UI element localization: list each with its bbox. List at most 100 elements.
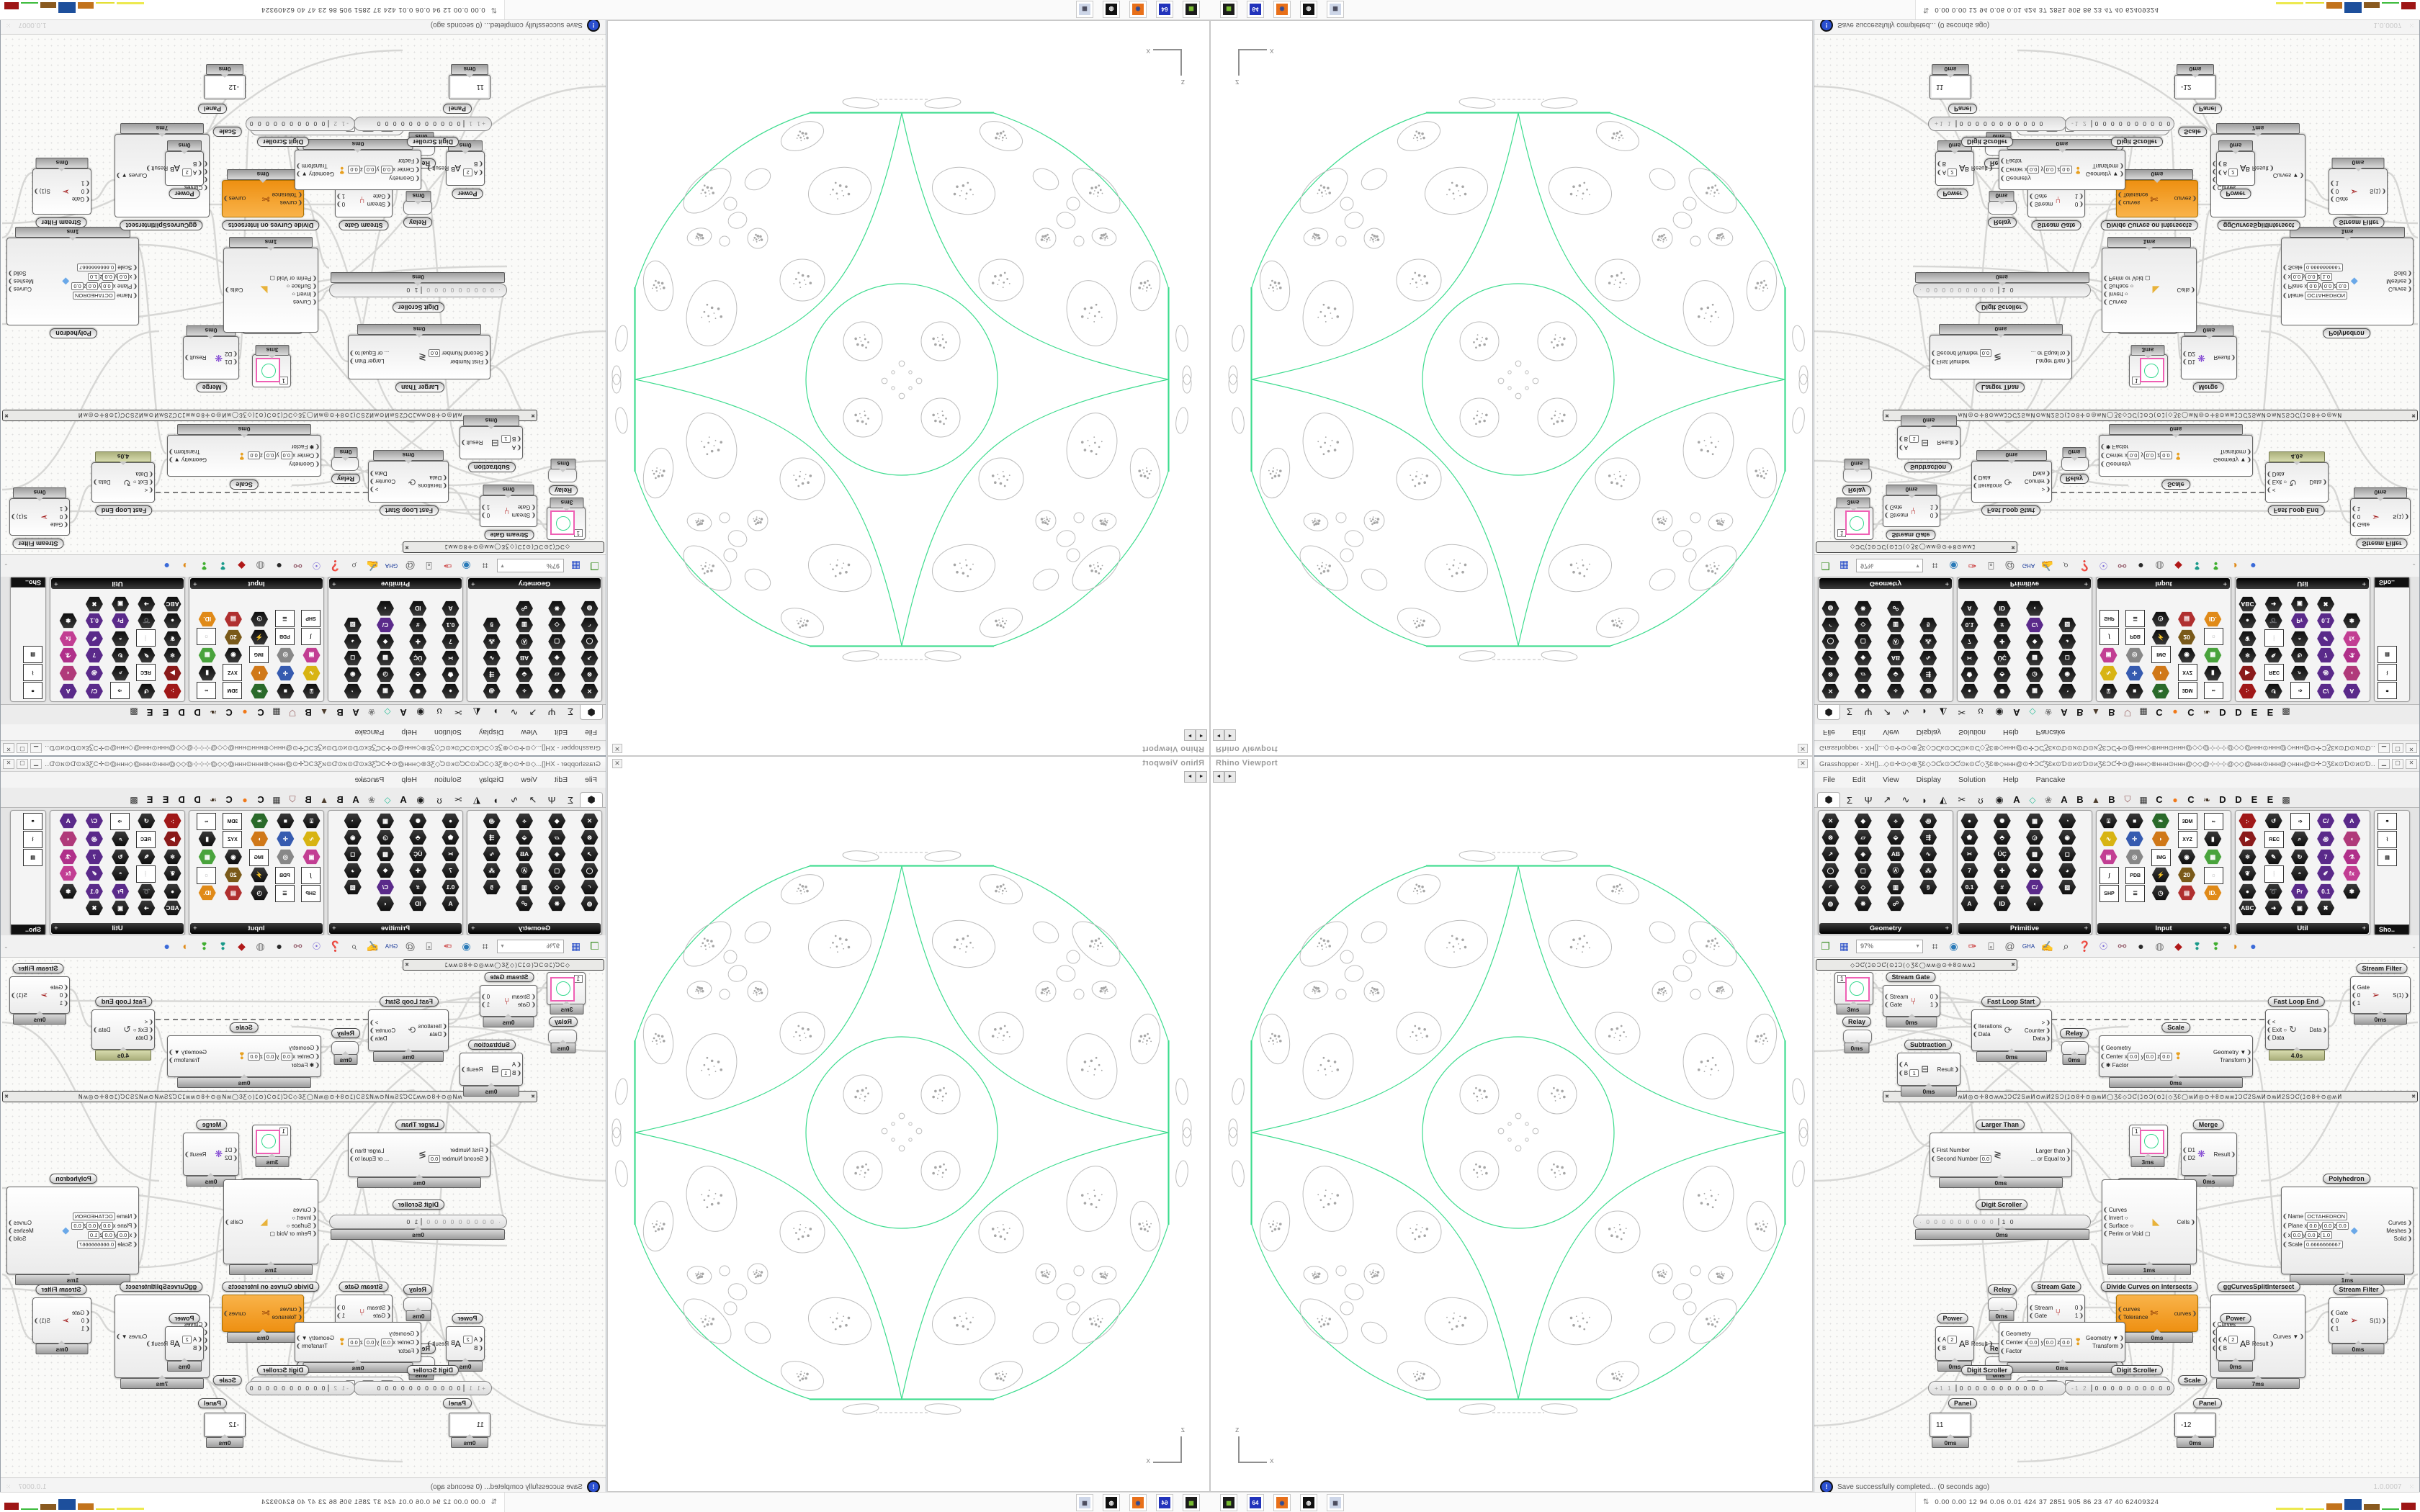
component-icon[interactable]: ◇ — [1854, 879, 1872, 895]
node-scale-transform-2[interactable]: ❨Geometry❨Center x0.0 y0.0 z0.0❨Factor❢G… — [295, 1322, 421, 1362]
tab-plugin-14[interactable]: D — [2235, 707, 2242, 718]
input-port-icon[interactable]: ❨ — [2352, 984, 2357, 991]
at-icon[interactable]: @ — [405, 940, 416, 952]
output-port-icon[interactable]: ❩ — [369, 470, 375, 477]
value-chip[interactable]: 0.0 — [102, 273, 115, 281]
input-port-icon[interactable]: ❨ — [312, 1223, 317, 1229]
node-canvas[interactable]: ◇ƆƇ(ℷ⊙ƆƇ(⊙ℷƆ(◇ƷƐ◯ʍʍ◎⊙✛8⊙ʍʍℷ ✖ ✖ ʍͶ◎⊙✛8⊙ʍʍℷƆ… — [1814, 958, 2419, 1477]
component-icon[interactable]: ◕ — [344, 863, 362, 878]
output-port-icon[interactable]: ❩ — [2322, 1026, 2327, 1033]
tab-category-5[interactable]: ◗ — [1922, 795, 1927, 806]
runtime-tab-stream-filter-2[interactable]: 0ms — [35, 158, 89, 168]
runtime-tab-gg-split-selected[interactable]: 0ms — [2121, 1329, 2193, 1343]
runtime-tab-subtraction[interactable]: 0ms — [463, 415, 519, 426]
component-icon[interactable]: ✎ — [138, 647, 156, 663]
component-icon[interactable]: ⚡ — [251, 867, 269, 883]
output-port-icon[interactable]: ❩ — [225, 1218, 230, 1225]
input-port-icon[interactable]: ❨ — [2182, 1155, 2187, 1161]
canvas-note-icon[interactable]: ✍ — [366, 560, 380, 572]
output-port-icon[interactable]: ❩ — [349, 1148, 354, 1154]
component-icon[interactable]: Pr — [2290, 883, 2308, 899]
input-port-icon[interactable]: ❨ — [2282, 1223, 2287, 1229]
output-port-icon[interactable]: ❩ — [2119, 1335, 2124, 1341]
component-icon[interactable]: ■ — [2125, 683, 2143, 699]
component-icon[interactable]: ▣ — [302, 849, 321, 865]
value-chip[interactable]: 0.0 — [2307, 1222, 2319, 1230]
capsule-relay-a[interactable]: Relay — [548, 485, 578, 495]
open-file-icon[interactable]: ❐ — [1821, 560, 1830, 572]
input-port-icon[interactable]: ❨ — [133, 292, 138, 299]
component-icon[interactable]: # — [409, 617, 427, 633]
component-icon[interactable]: ◗ — [251, 665, 269, 681]
component-icon[interactable]: ▣ — [2290, 900, 2308, 916]
group-close-icon[interactable]: ✖ — [531, 413, 535, 418]
output-port-icon[interactable]: ❩ — [2079, 201, 2084, 207]
component-icon[interactable]: ⚛ — [163, 849, 182, 865]
component-icon[interactable]: ⬟ — [1960, 829, 1978, 845]
tab-category-7[interactable]: ✂ — [454, 794, 462, 805]
runtime-tab-panel-neg12[interactable]: 0ms — [206, 64, 243, 75]
output-port-icon[interactable]: ❩ — [225, 287, 230, 294]
calculator-icon[interactable]: ▦ — [1327, 1, 1344, 18]
runtime-tab-fast-loop-end[interactable]: 4.0s — [2269, 1047, 2325, 1061]
wire-cylinder-icon[interactable]: ◍ — [2155, 560, 2164, 572]
output-port-icon[interactable]: ❩ — [2190, 287, 2195, 294]
tab-plugin-0[interactable]: A — [400, 707, 407, 718]
node-power-1[interactable]: ❨ A 2 ❨ B Aᴮ Result ❩ — [427, 151, 485, 186]
resize-grip-icon[interactable]: ⁙ — [5, 22, 12, 30]
component-icon[interactable]: ∿ — [483, 846, 501, 862]
capsule-polyhedron[interactable]: Polyhedron — [2323, 1174, 2370, 1184]
node-larger-than[interactable]: ❨ First Number ❨ Second Number 0.0 ≷ Larger t… — [348, 1133, 490, 1177]
component-icon[interactable]: ▱ — [548, 667, 566, 683]
value-chip[interactable]: 0.0 — [380, 166, 393, 174]
input-port-icon[interactable]: ❨ — [442, 1031, 447, 1038]
input-port-icon[interactable]: ❨ — [1931, 350, 1936, 356]
component-icon[interactable]: ■ — [277, 813, 295, 829]
sketch-pen-icon[interactable]: ✑ — [443, 560, 452, 572]
runtime-tab-stream-gate-1[interactable]: 0ms — [1886, 485, 1937, 495]
output-port-icon[interactable]: ❩ — [481, 512, 486, 518]
input-port-icon[interactable]: ❨ — [415, 1330, 420, 1337]
component-icon[interactable]: ◯ — [581, 863, 599, 878]
component-icon[interactable]: ⚡ — [2151, 867, 2169, 883]
component-icon[interactable]: 20 — [224, 629, 242, 645]
saver-green-icon[interactable]: ▦ — [1220, 1494, 1237, 1511]
input-port-icon[interactable]: ❨ — [2118, 1314, 2123, 1320]
input-port-icon[interactable]: ❨ — [2182, 351, 2187, 357]
component-icon[interactable]: Ⓐ — [1887, 863, 1904, 878]
output-port-icon[interactable]: ❩ — [1988, 1340, 1994, 1347]
component-icon[interactable]: ◌ — [2203, 628, 2223, 645]
component-icon[interactable]: ❖ — [2026, 863, 2043, 878]
package-icon[interactable]: ❓ — [2078, 560, 2092, 572]
component-icon[interactable]: ⌕ — [2290, 665, 2308, 681]
tab-category-6[interactable]: ◭ — [473, 707, 480, 718]
runtime-tab-relay-a[interactable]: 0ms — [550, 1043, 576, 1053]
component-icon[interactable]: ↻ — [2290, 647, 2308, 663]
component-icon[interactable]: REC — [2264, 831, 2285, 848]
resize-grip-icon[interactable]: ⁙ — [5, 1482, 12, 1490]
output-port-icon[interactable]: ❩ — [8, 1227, 13, 1234]
component-icon[interactable]: ▤ — [2378, 849, 2397, 866]
component-icon[interactable]: ⌇ — [2378, 664, 2397, 681]
output-port-icon[interactable]: ❩ — [223, 1310, 228, 1317]
component-icon[interactable]: SHP — [301, 610, 321, 627]
component-icon[interactable]: C/ — [2317, 683, 2335, 699]
output-port-icon[interactable]: ❩ — [369, 1035, 375, 1042]
node-power-1[interactable]: ❨ A 2 ❨ B Aᴮ Result ❩ — [1935, 1326, 1993, 1361]
component-icon[interactable]: ꩜ — [85, 665, 103, 681]
input-port-icon[interactable]: ❨ — [133, 283, 138, 289]
input-port-icon[interactable]: ❨ — [133, 1241, 138, 1248]
menu-item-help[interactable]: Help — [401, 728, 418, 737]
input-port-icon[interactable]: ❨ — [2282, 292, 2287, 299]
ball-blue-icon[interactable]: ● — [2250, 940, 2257, 952]
tab-plugin-7[interactable]: ⛉ — [2124, 708, 2131, 718]
runtime-tab-fast-loop-end[interactable]: 4.0s — [2269, 451, 2325, 462]
output-port-icon[interactable]: ❩ — [223, 195, 228, 202]
scroll-arrow-icon[interactable]: ⌄ — [4, 942, 9, 950]
component-icon[interactable]: ∿ — [1919, 650, 1937, 666]
component-icon[interactable]: ▩ — [2026, 650, 2044, 666]
component-icon[interactable]: ⚗ — [59, 849, 77, 865]
output-port-icon[interactable]: ❩ — [2066, 1148, 2071, 1154]
